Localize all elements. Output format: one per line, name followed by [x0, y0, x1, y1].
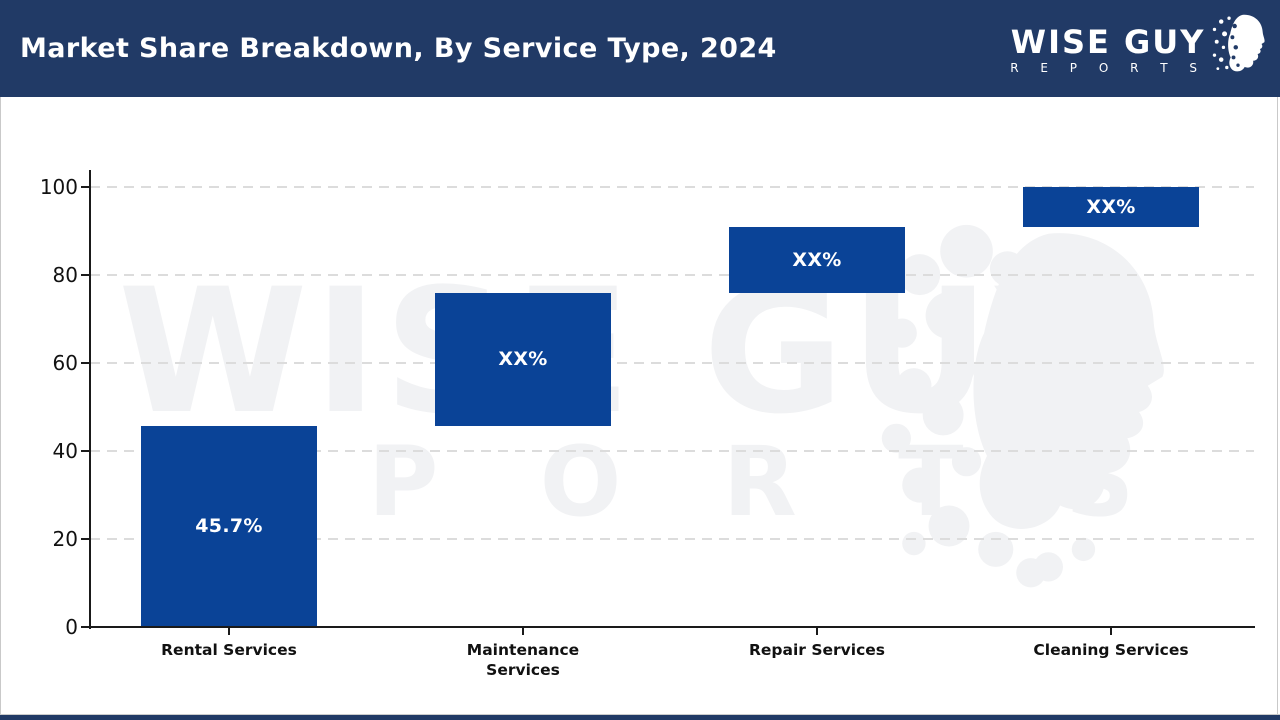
gridline-40	[90, 450, 1254, 452]
x-tick-1	[522, 628, 524, 635]
x-category-label-1: Maintenance Services	[413, 640, 633, 680]
bar-value-label: XX%	[792, 248, 842, 271]
head-profile-dots-watermark-icon	[881, 224, 1164, 588]
y-tick-label-0: 0	[65, 615, 78, 639]
y-tick-80	[81, 274, 89, 276]
left-border	[0, 97, 1, 720]
bar-maintenance-services: XX%	[435, 292, 611, 426]
y-tick-label-60: 60	[52, 351, 78, 375]
brand-logo: WISE GUY R E P O R T S	[1010, 6, 1266, 92]
y-tick-40	[81, 450, 89, 452]
y-tick-60	[81, 362, 89, 364]
x-category-label-line: Maintenance	[466, 641, 580, 659]
x-tick-2	[816, 628, 818, 635]
header-bar: Market Share Breakdown, By Service Type,…	[0, 0, 1280, 97]
y-tick-0	[81, 626, 89, 628]
brand-logo-text: WISE GUY R E P O R T S	[1010, 24, 1206, 75]
bottom-hairline	[0, 714, 1280, 715]
gridline-80	[90, 274, 1254, 276]
y-tick-label-40: 40	[52, 439, 78, 463]
brand-name: WISE GUY	[1010, 22, 1206, 61]
bar-value-label: XX%	[1086, 195, 1136, 218]
bar-cleaning-services: XX%	[1023, 187, 1199, 227]
y-tick-label-20: 20	[52, 527, 78, 551]
y-tick-label-80: 80	[52, 263, 78, 287]
x-category-label-2: Repair Services	[707, 640, 927, 660]
x-tick-0	[228, 628, 230, 635]
footer-bar	[0, 715, 1280, 720]
bar-value-label: XX%	[498, 348, 548, 371]
bar-value-label: 45.7%	[195, 515, 263, 538]
brand-subtitle: R E P O R T S	[1010, 60, 1206, 75]
y-tick-20	[81, 538, 89, 540]
x-axis-line	[89, 626, 1255, 628]
x-category-label-3: Cleaning Services	[1001, 640, 1221, 660]
waterfall-chart: 0 20 40 60 80 100 45.7% Rental Services XX% Maint…	[0, 97, 1280, 720]
y-tick-100	[81, 186, 89, 188]
gridline-20	[90, 538, 1254, 540]
y-axis-line	[89, 170, 91, 629]
bar-rental-services: 45.7%	[141, 425, 317, 627]
x-category-label-line: Repair Services	[748, 641, 886, 659]
y-tick-label-100: 100	[39, 175, 78, 199]
x-category-label-0: Rental Services	[119, 640, 339, 660]
x-category-label-line: Rental Services	[161, 641, 297, 659]
gridline-60	[90, 362, 1254, 364]
x-category-label-line: Cleaning Services	[1033, 641, 1189, 659]
right-border	[1277, 97, 1278, 720]
page-title: Market Share Breakdown, By Service Type,…	[20, 33, 777, 64]
x-tick-3	[1110, 628, 1112, 635]
gridline-100	[90, 186, 1254, 188]
head-profile-dots-icon	[1212, 14, 1265, 72]
x-category-label-line: Services	[486, 661, 560, 679]
bar-repair-services: XX%	[729, 226, 905, 293]
